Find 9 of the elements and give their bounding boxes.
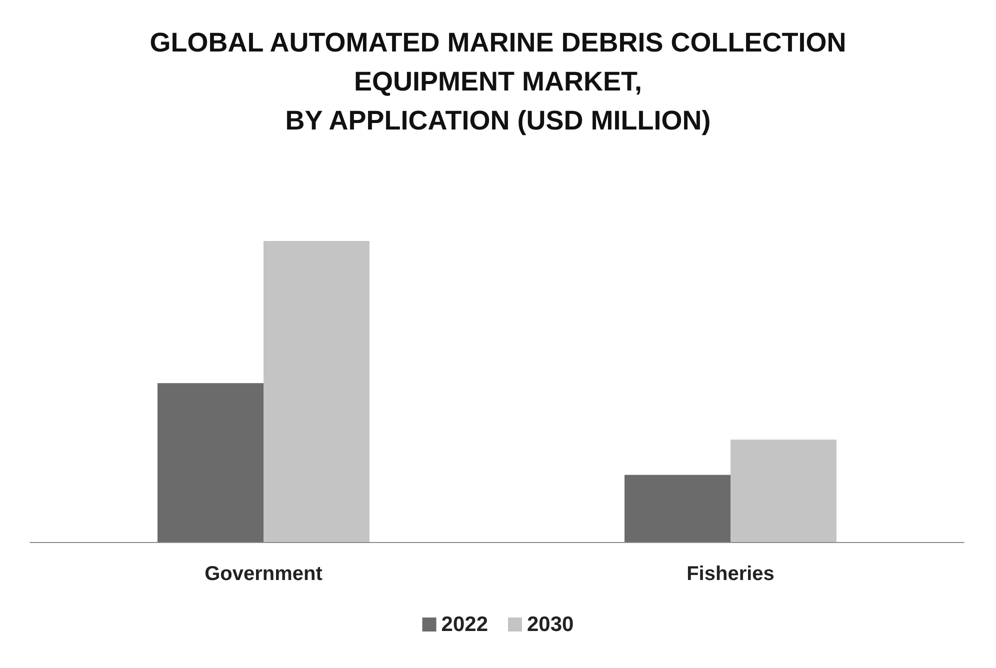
bar (264, 241, 370, 542)
bar (158, 383, 264, 542)
x-tick-label: Fisheries (686, 563, 774, 585)
bar (730, 440, 836, 542)
bar (624, 474, 730, 542)
x-tick-label: Government (204, 563, 323, 585)
legend-label: 2022 (441, 613, 488, 636)
legend-label: 2030 (527, 613, 574, 636)
chart-title: GLOBAL AUTOMATED MARINE DEBRIS COLLECTION EQUIPMENT MARKET, BY APPLICATION (USD MILLION) (150, 28, 846, 136)
